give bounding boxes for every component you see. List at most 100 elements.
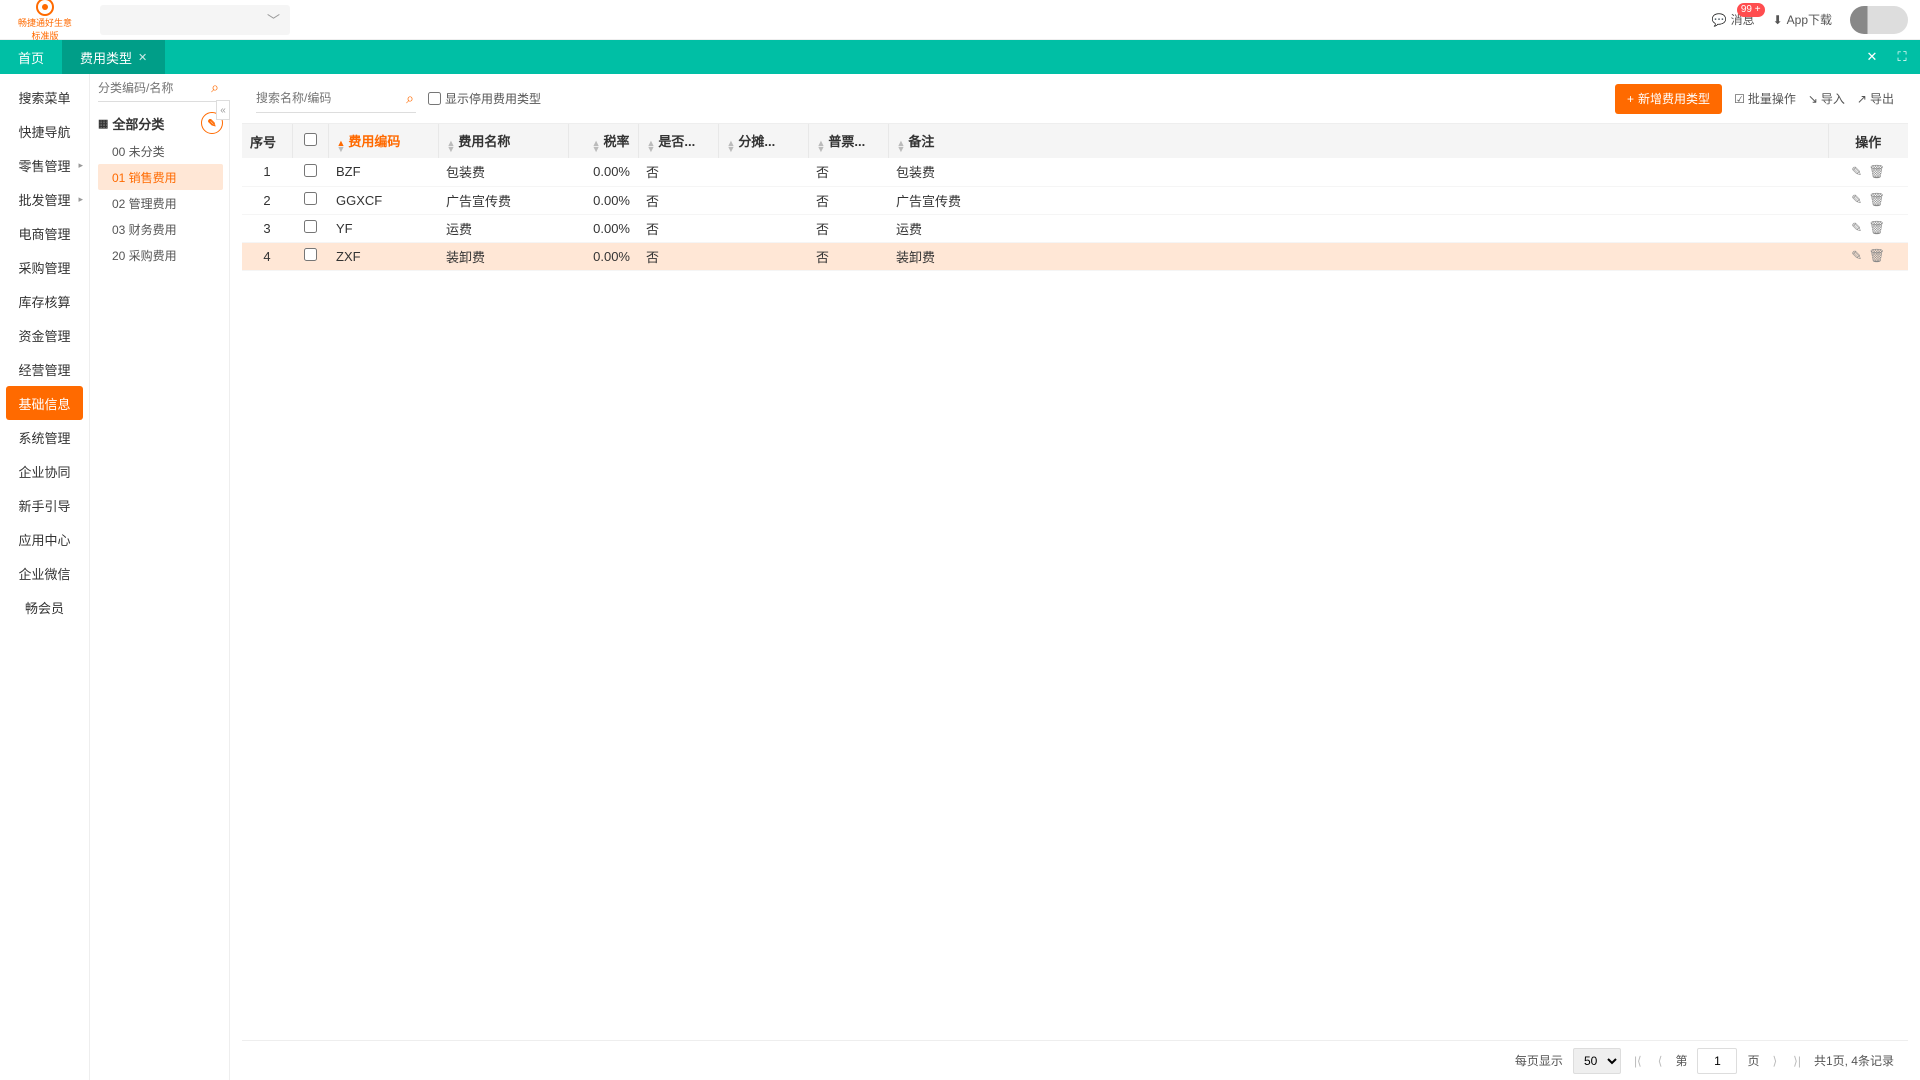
col-name[interactable]: ▲▼费用名称 <box>438 124 568 158</box>
category-item[interactable]: 02 管理费用 <box>98 190 223 216</box>
search-icon[interactable]: ⌕ <box>211 79 219 96</box>
export-label: 导出 <box>1870 90 1894 107</box>
col-check-all[interactable] <box>292 124 328 158</box>
left-nav: 搜索菜单快捷导航零售管理批发管理电商管理采购管理库存核算资金管理经营管理基础信息… <box>0 74 90 1080</box>
col-remark[interactable]: ▲▼备注 <box>888 124 1828 158</box>
nav-item[interactable]: 搜索菜单 <box>0 80 89 114</box>
nav-item[interactable]: 畅会员 <box>0 590 89 624</box>
app-download-button[interactable]: ⬇ App下载 <box>1773 11 1832 28</box>
edit-icon[interactable]: ✎ <box>1851 248 1862 263</box>
close-all-icon[interactable]: ✕ <box>1864 49 1880 65</box>
tab-home-label: 首页 <box>18 48 44 67</box>
main: 搜索菜单快捷导航零售管理批发管理电商管理采购管理库存核算资金管理经营管理基础信息… <box>0 74 1920 1080</box>
row-check[interactable] <box>304 248 317 261</box>
table-row[interactable]: 3YF运费0.00%否否运费✎🗑 <box>242 214 1908 242</box>
content: ⌕ ▦ 全部分类 ✎ « 00 未分类01 销售费用02 管理费用03 财务费用… <box>90 74 1920 1080</box>
table-body: 1BZF包装费0.00%否否包装费✎🗑2GGXCF广告宣传费0.00%否否广告宣… <box>242 158 1908 270</box>
tab-bar: 首页 费用类型 ✕ ✕ ⛶ <box>0 40 1920 74</box>
show-disabled-checkbox[interactable]: 显示停用费用类型 <box>428 90 541 107</box>
body: ⌕ ▦ 全部分类 ✎ « 00 未分类01 销售费用02 管理费用03 财务费用… <box>90 74 1920 1080</box>
main-search-input[interactable] <box>256 85 416 113</box>
avatar[interactable] <box>1850 6 1908 34</box>
batch-icon: ☑ <box>1734 92 1745 106</box>
nav-item[interactable]: 电商管理 <box>0 216 89 250</box>
batch-ops-button[interactable]: ☑ 批量操作 <box>1734 90 1796 107</box>
table-row[interactable]: 2GGXCF广告宣传费0.00%否否广告宣传费✎🗑 <box>242 186 1908 214</box>
nav-item[interactable]: 快捷导航 <box>0 114 89 148</box>
col-code[interactable]: ▲▼费用编码 <box>328 124 438 158</box>
top-header: 畅捷通好生意 标准版 ﹀ 💬 消息 99 + ⬇ App下载 <box>0 0 1920 40</box>
col-ticket[interactable]: ▲▼普票... <box>808 124 888 158</box>
org-selector[interactable]: ﹀ <box>100 5 290 35</box>
logo-subtext: 畅捷通好生意 <box>18 16 72 29</box>
nav-item[interactable]: 新手引导 <box>0 488 89 522</box>
col-rate[interactable]: ▲▼税率 <box>568 124 638 158</box>
import-button[interactable]: ↘ 导入 <box>1808 90 1845 107</box>
close-icon[interactable]: ✕ <box>138 51 147 64</box>
category-item[interactable]: 01 销售费用 <box>98 164 223 190</box>
delete-icon[interactable]: 🗑 <box>1868 248 1885 263</box>
tab-fee-type[interactable]: 费用类型 ✕ <box>62 40 165 74</box>
row-check[interactable] <box>304 220 317 233</box>
show-disabled-input[interactable] <box>428 92 441 105</box>
table-head: 序号 ▲▼费用编码 ▲▼费用名称 ▲▼税率 ▲▼是否... ▲▼分摊... ▲▼… <box>242 124 1908 158</box>
nav-item[interactable]: 采购管理 <box>0 250 89 284</box>
plus-icon: + <box>1627 92 1634 106</box>
export-button[interactable]: ↗ 导出 <box>1857 90 1894 107</box>
edit-icon[interactable]: ✎ <box>1851 192 1862 207</box>
nav-item[interactable]: 零售管理 <box>0 148 89 182</box>
per-page-label: 每页显示 <box>1515 1052 1563 1069</box>
page-label-b: 页 <box>1747 1052 1759 1069</box>
search-icon[interactable]: ⌕ <box>406 90 414 107</box>
nav-item[interactable]: 基础信息 <box>6 386 83 420</box>
first-page-icon[interactable]: |⟨ <box>1631 1054 1645 1068</box>
delete-icon[interactable]: 🗑 <box>1868 192 1885 207</box>
category-item[interactable]: 03 财务费用 <box>98 216 223 242</box>
download-icon: ⬇ <box>1773 13 1783 27</box>
nav-item[interactable]: 批发管理 <box>0 182 89 216</box>
table-row[interactable]: 1BZF包装费0.00%否否包装费✎🗑 <box>242 158 1908 186</box>
prev-page-icon[interactable]: ⟨ <box>1655 1054 1666 1068</box>
edit-icon[interactable]: ✎ <box>1851 220 1862 235</box>
table-row[interactable]: 4ZXF装卸费0.00%否否装卸费✎🗑 <box>242 242 1908 270</box>
edit-icon[interactable]: ✎ <box>1851 164 1862 179</box>
toolbar: ⌕ 显示停用费用类型 + 新增费用类型 ☑ 批量操作 <box>242 74 1908 124</box>
nav-item[interactable]: 库存核算 <box>0 284 89 318</box>
col-seq[interactable]: 序号 <box>242 124 292 158</box>
nav-item[interactable]: 经营管理 <box>0 352 89 386</box>
category-item[interactable]: 00 未分类 <box>98 138 223 164</box>
nav-item[interactable]: 资金管理 <box>0 318 89 352</box>
col-share[interactable]: ▲▼分摊... <box>718 124 808 158</box>
nav-item[interactable]: 企业协同 <box>0 454 89 488</box>
category-item[interactable]: 20 采购费用 <box>98 242 223 268</box>
nav-item[interactable]: 企业微信 <box>0 556 89 590</box>
tab-fee-type-label: 费用类型 <box>80 48 132 67</box>
fullscreen-icon[interactable]: ⛶ <box>1894 49 1910 65</box>
messages-badge: 99 + <box>1737 3 1765 17</box>
category-all-label: 全部分类 <box>112 114 164 133</box>
last-page-icon[interactable]: ⟩| <box>1790 1054 1804 1068</box>
per-page-select[interactable]: 50 <box>1573 1048 1621 1074</box>
category-all[interactable]: ▦ 全部分类 ✎ <box>98 108 229 138</box>
nav-item[interactable]: 系统管理 <box>0 420 89 454</box>
page-input[interactable] <box>1697 1048 1737 1074</box>
import-icon: ↘ <box>1808 92 1818 106</box>
app-download-label: App下载 <box>1787 11 1832 28</box>
row-check[interactable] <box>304 164 317 177</box>
data-table: 序号 ▲▼费用编码 ▲▼费用名称 ▲▼税率 ▲▼是否... ▲▼分摊... ▲▼… <box>242 124 1908 271</box>
col-yn[interactable]: ▲▼是否... <box>638 124 718 158</box>
tab-home[interactable]: 首页 <box>0 40 62 74</box>
collapse-panel-icon[interactable]: « <box>216 100 230 120</box>
grid-icon: ▦ <box>98 117 108 130</box>
nav-item[interactable]: 应用中心 <box>0 522 89 556</box>
check-all[interactable] <box>304 133 317 146</box>
batch-ops-label: 批量操作 <box>1748 90 1796 107</box>
delete-icon[interactable]: 🗑 <box>1868 164 1885 179</box>
delete-icon[interactable]: 🗑 <box>1868 220 1885 235</box>
messages-button[interactable]: 💬 消息 99 + <box>1712 11 1755 28</box>
page-label-a: 第 <box>1675 1052 1687 1069</box>
new-fee-type-button[interactable]: + 新增费用类型 <box>1615 84 1722 114</box>
row-check[interactable] <box>304 192 317 205</box>
show-disabled-label: 显示停用费用类型 <box>445 90 541 107</box>
next-page-icon[interactable]: ⟩ <box>1769 1054 1780 1068</box>
